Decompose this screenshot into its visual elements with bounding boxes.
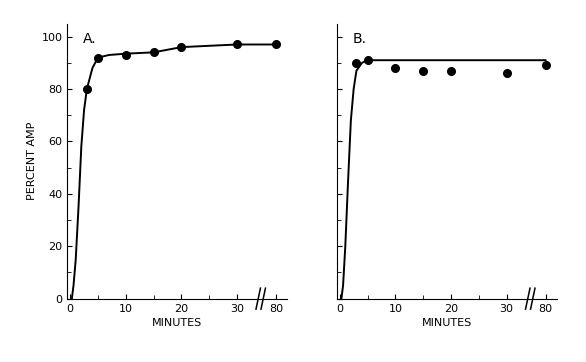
Point xyxy=(391,65,400,71)
Point xyxy=(352,60,361,66)
Text: A.: A. xyxy=(83,32,97,46)
Point xyxy=(121,52,131,58)
Point xyxy=(149,50,158,55)
Text: B.: B. xyxy=(352,32,366,46)
Point xyxy=(418,68,428,73)
Point xyxy=(177,44,186,50)
Point xyxy=(233,42,242,47)
Point xyxy=(93,55,103,60)
Point xyxy=(447,68,456,73)
Point xyxy=(363,57,372,63)
Point xyxy=(271,42,281,47)
X-axis label: MINUTES: MINUTES xyxy=(422,318,472,328)
Y-axis label: PERCENT AMP: PERCENT AMP xyxy=(28,122,38,200)
Point xyxy=(82,86,91,92)
Point xyxy=(541,63,550,68)
X-axis label: MINUTES: MINUTES xyxy=(152,318,202,328)
Point xyxy=(502,71,512,76)
